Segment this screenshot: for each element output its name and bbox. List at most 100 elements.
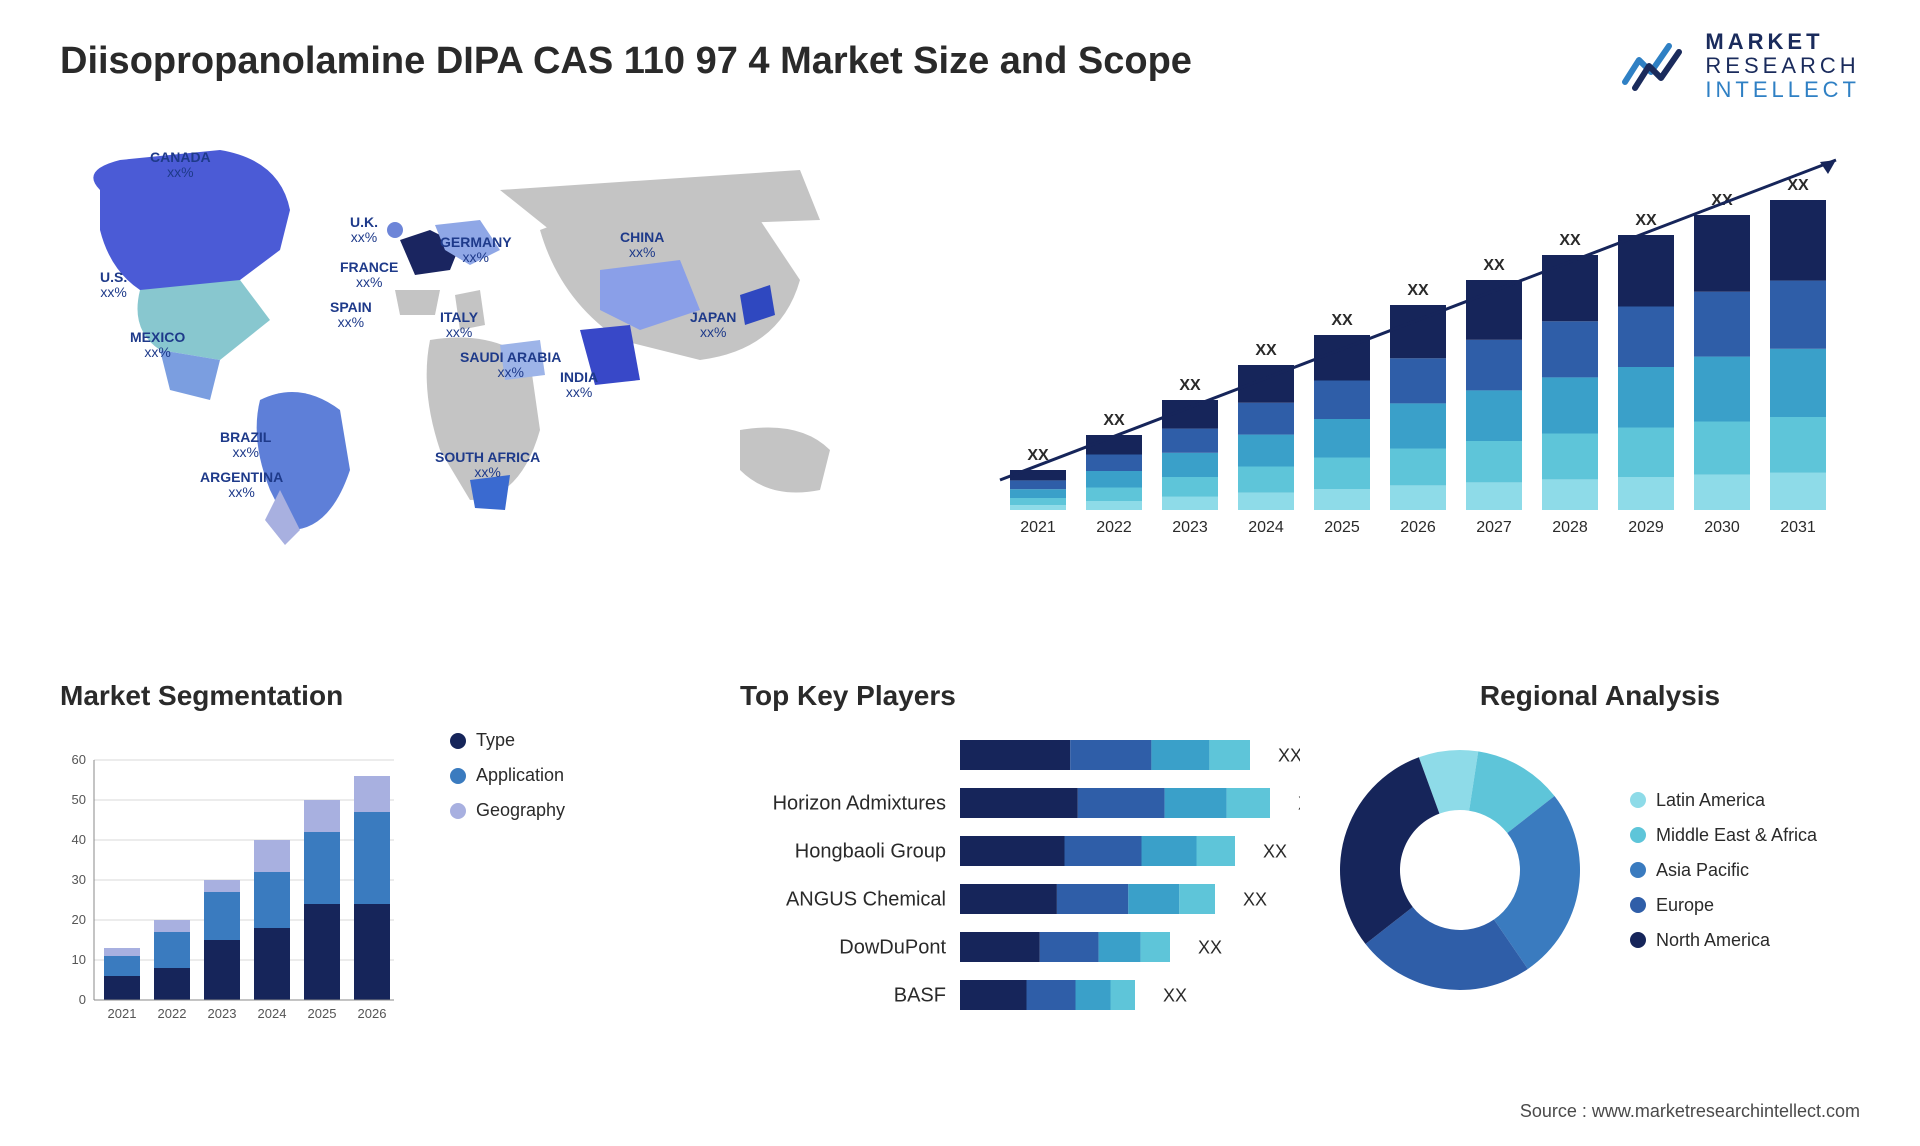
region-uk [387,222,403,238]
svg-text:XX: XX [1298,794,1300,814]
legend-item: Geography [450,800,565,821]
svg-text:BASF: BASF [894,985,946,1007]
svg-text:XX: XX [1263,842,1287,862]
svg-text:XX: XX [1787,177,1809,194]
regional-title: Regional Analysis [1320,680,1880,712]
legend-item: Application [450,765,565,786]
growth-chart: XX 2021 XX 2022 XX 2023 XX 2024 XX 2025 XX 2026 XX 20… [980,130,1860,550]
svg-text:ANGUS Chemical: ANGUS Chemical [786,889,946,911]
svg-text:XX: XX [1198,938,1222,958]
map-label: MEXICOxx% [130,330,185,361]
legend-label: Geography [476,800,565,821]
legend-item: North America [1630,930,1817,951]
regional-section: Regional Analysis Latin America Middle Ea… [1320,680,1880,1010]
legend-label: North America [1656,930,1770,951]
map-label: BRAZILxx% [220,430,271,461]
players-section: Top Key Players XX Horizon Admixtures XX Ho… [740,680,1300,1055]
svg-text:XX: XX [1407,282,1429,299]
svg-text:2027: 2027 [1476,519,1512,536]
logo: MARKET RESEARCH INTELLECT [1621,30,1860,103]
map-label: CANADAxx% [150,150,211,181]
segmentation-chart: 0 10 20 30 40 50 60 2021 2022 2023 2024 2025 2026 [60,730,420,1030]
legend-item: Asia Pacific [1630,860,1817,881]
svg-text:10: 10 [72,952,86,967]
legend-item: Europe [1630,895,1817,916]
map-label: GERMANYxx% [440,235,512,266]
svg-text:XX: XX [1255,342,1277,359]
svg-text:2021: 2021 [1020,519,1056,536]
source-text: Source : www.marketresearchintellect.com [1520,1101,1860,1122]
map-label: ITALYxx% [440,310,478,341]
svg-text:2024: 2024 [258,1006,287,1021]
map-label: SPAINxx% [330,300,372,331]
map-label: U.S.xx% [100,270,127,301]
logo-line2: RESEARCH [1705,54,1860,78]
svg-text:2029: 2029 [1628,519,1664,536]
map-label: JAPANxx% [690,310,736,341]
map-label: INDIAxx% [560,370,598,401]
svg-text:XX: XX [1278,746,1300,766]
logo-line1: MARKET [1705,30,1860,54]
legend-item: Latin America [1630,790,1817,811]
svg-text:2031: 2031 [1780,519,1816,536]
map-label: SAUDI ARABIAxx% [460,350,561,381]
legend-label: Europe [1656,895,1714,916]
svg-text:2024: 2024 [1248,519,1284,536]
legend-label: Latin America [1656,790,1765,811]
svg-text:20: 20 [72,912,86,927]
svg-text:2023: 2023 [1172,519,1208,536]
legend-label: Middle East & Africa [1656,825,1817,846]
svg-text:XX: XX [1179,377,1201,394]
segmentation-title: Market Segmentation [60,680,620,712]
svg-text:2030: 2030 [1704,519,1740,536]
logo-line3: INTELLECT [1705,78,1860,102]
growth-chart-svg: XX 2021 XX 2022 XX 2023 XX 2024 XX 2025 XX 2026 XX 20… [980,130,1860,550]
segmentation-legend: Type Application Geography [450,730,565,821]
svg-text:2022: 2022 [1096,519,1132,536]
region-spain [395,290,440,315]
svg-text:DowDuPont: DowDuPont [839,937,946,959]
legend-item: Middle East & Africa [1630,825,1817,846]
world-map: CANADAxx% U.S.xx% MEXICOxx% BRAZILxx% ARGENT… [40,130,960,550]
svg-text:2028: 2028 [1552,519,1588,536]
svg-text:Horizon Admixtures: Horizon Admixtures [773,793,946,815]
svg-text:40: 40 [72,832,86,847]
svg-text:Hongbaoli Group: Hongbaoli Group [795,841,946,863]
svg-text:60: 60 [72,752,86,767]
map-label: ARGENTINAxx% [200,470,283,501]
regional-legend: Latin America Middle East & Africa Asia Pa… [1630,790,1817,951]
region-australia [740,428,830,493]
map-label: SOUTH AFRICAxx% [435,450,540,481]
svg-text:2023: 2023 [208,1006,237,1021]
legend-label: Asia Pacific [1656,860,1749,881]
players-chart: XX Horizon Admixtures XX Hongbaoli Group XX A… [740,730,1300,1050]
svg-text:2026: 2026 [1400,519,1436,536]
svg-text:30: 30 [72,872,86,887]
map-label: FRANCExx% [340,260,398,291]
svg-text:2022: 2022 [158,1006,187,1021]
svg-text:XX: XX [1331,312,1353,329]
segmentation-section: Market Segmentation 0 10 20 30 40 50 60 2021 202… [60,680,620,1030]
svg-text:0: 0 [79,992,86,1007]
svg-text:2026: 2026 [358,1006,387,1021]
logo-text: MARKET RESEARCH INTELLECT [1705,30,1860,103]
svg-text:XX: XX [1163,986,1187,1006]
logo-icon [1621,38,1691,94]
legend-item: Type [450,730,565,751]
svg-text:XX: XX [1635,212,1657,229]
legend-label: Application [476,765,564,786]
svg-text:XX: XX [1559,232,1581,249]
page-title: Diisopropanolamine DIPA CAS 110 97 4 Mar… [60,40,1192,83]
svg-text:XX: XX [1103,412,1125,429]
svg-text:2025: 2025 [1324,519,1360,536]
players-title: Top Key Players [740,680,1300,712]
legend-label: Type [476,730,515,751]
svg-text:XX: XX [1483,257,1505,274]
map-label: U.K.xx% [350,215,378,246]
regional-donut [1320,730,1600,1010]
svg-text:2021: 2021 [108,1006,137,1021]
svg-text:50: 50 [72,792,86,807]
region-russia [500,170,820,230]
svg-text:2025: 2025 [308,1006,337,1021]
map-label: CHINAxx% [620,230,664,261]
